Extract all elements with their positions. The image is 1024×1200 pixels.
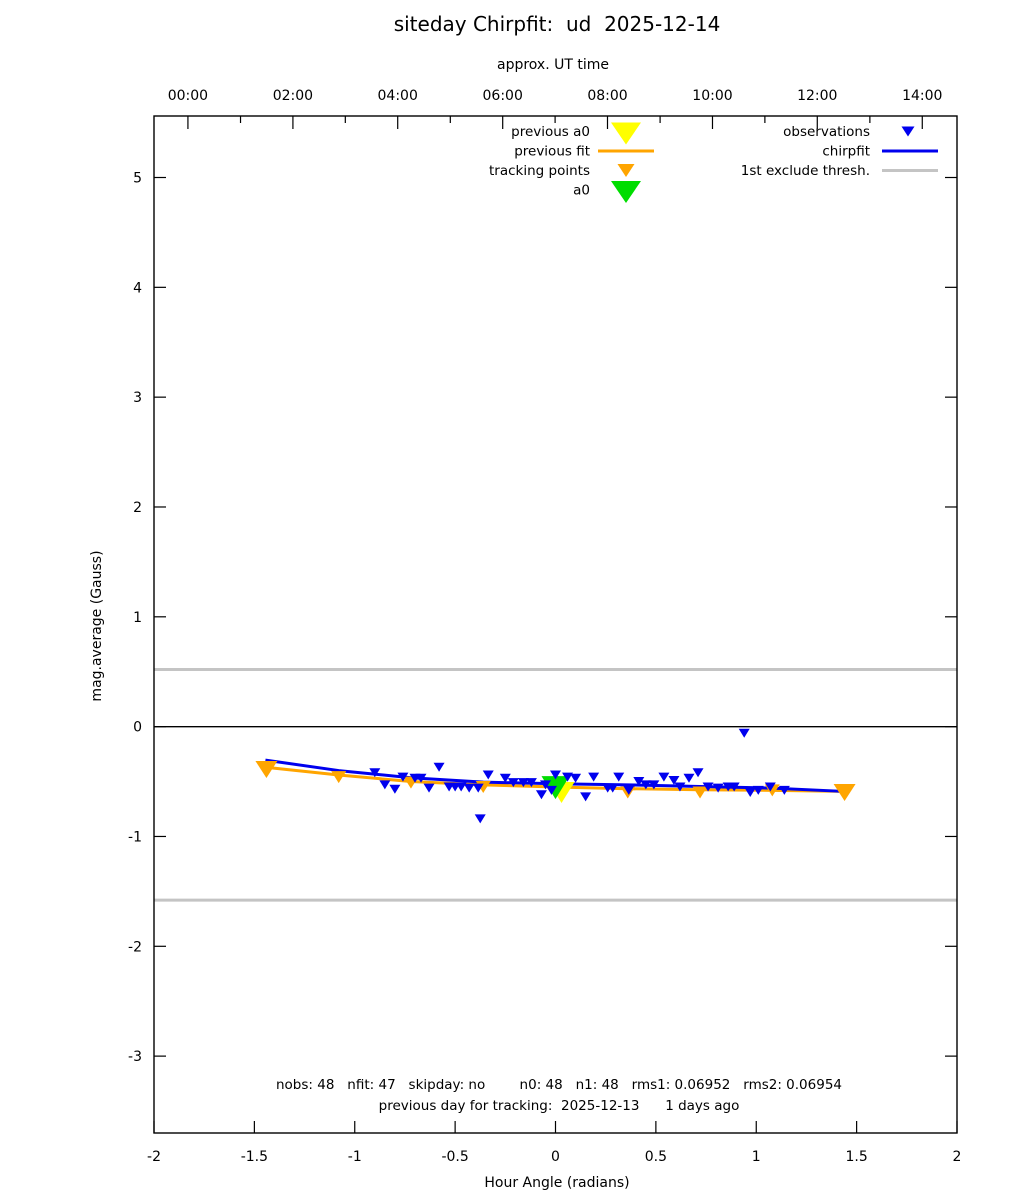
y-tick-label: 1: [133, 610, 142, 626]
x2-tick-label: 02:00: [273, 88, 313, 104]
y-tick-label: 5: [133, 171, 142, 187]
observation-point: [640, 780, 652, 790]
x-tick-label: 1: [752, 1149, 761, 1165]
x2-tick-label: 06:00: [483, 88, 523, 104]
observation-point: [472, 783, 484, 793]
observation-point: [379, 780, 391, 790]
stats-line-1: nobs: 48 nfit: 47 skipday: no n0: 48 n1:…: [275, 1077, 843, 1093]
x-tick-label: 2: [953, 1149, 962, 1165]
observation-point: [535, 790, 547, 800]
x-tick-label: -0.5: [441, 1149, 468, 1165]
observation-point: [423, 783, 435, 793]
y-tick-label: 2: [133, 500, 142, 516]
observation-point: [658, 772, 670, 782]
observation-point: [415, 773, 427, 783]
observation-point: [474, 814, 486, 824]
legend-tracking-points-label: tracking points: [489, 163, 590, 179]
x2-tick-label: 08:00: [587, 88, 627, 104]
observation-point: [674, 782, 686, 792]
observation-point: [712, 783, 724, 793]
tracking-point: [833, 784, 856, 802]
legend-chirpfit-label: chirpfit: [822, 144, 870, 160]
x2-tick-label: 14:00: [902, 88, 942, 104]
tracking-point: [692, 786, 708, 799]
observation-point: [545, 785, 557, 795]
x-axis-label: Hour Angle (radians): [484, 1175, 630, 1191]
observation-point: [588, 772, 600, 782]
observation-point: [397, 772, 409, 782]
legend-observations-label: observations: [783, 124, 870, 140]
observation-point: [692, 768, 704, 778]
legend-a0-key: [611, 181, 641, 203]
observation-point: [613, 772, 625, 782]
observation-point: [683, 773, 695, 783]
x2-tick-label: 00:00: [168, 88, 208, 104]
x2-tick-label: 10:00: [692, 88, 732, 104]
y-tick-label: -3: [128, 1049, 142, 1065]
observation-point: [517, 778, 529, 788]
y-tick-label: 3: [133, 390, 142, 406]
x2-tick-label: 12:00: [797, 88, 837, 104]
legend-previous-a0-label: previous a0: [511, 124, 590, 140]
observation-point: [525, 778, 537, 788]
observation-point: [778, 785, 790, 795]
observation-point: [455, 782, 467, 792]
observation-point: [507, 778, 519, 788]
page-title: siteday Chirpfit: ud 2025-12-14: [393, 12, 721, 36]
observation-point: [607, 783, 619, 793]
x-tick-label: 0.5: [645, 1149, 667, 1165]
observation-point: [482, 770, 494, 780]
observation-point: [648, 780, 660, 790]
y-axis-label: mag.average (Gauss): [89, 550, 105, 702]
tracking-point: [331, 771, 347, 784]
observation-point: [738, 728, 750, 738]
x-tick-label: -1: [348, 1149, 362, 1165]
observation-point: [633, 777, 645, 787]
observation-point: [702, 782, 714, 792]
observation-point: [562, 772, 574, 782]
y-tick-label: 0: [133, 720, 142, 736]
x-tick-label: -2: [147, 1149, 161, 1165]
tracking-point: [255, 760, 278, 778]
observation-point: [550, 770, 561, 780]
top-axis-label: approx. UT time: [497, 57, 609, 73]
y-tick-label: -2: [128, 939, 142, 955]
observation-point: [463, 783, 475, 793]
x-tick-label: -1.5: [241, 1149, 268, 1165]
stats-line-2: previous day for tracking: 2025-12-13 1 …: [378, 1098, 740, 1114]
plot-border: [153, 115, 958, 1134]
y-tick-label: -1: [128, 829, 142, 845]
observation-point: [744, 788, 756, 798]
observation-point: [433, 762, 445, 772]
observation-point: [752, 785, 764, 795]
x2-tick-label: 04:00: [378, 88, 418, 104]
observation-point: [570, 773, 582, 783]
legend-previous-a0-key: [611, 122, 641, 145]
observation-point: [668, 775, 680, 785]
legend-tracking-points-key: [617, 164, 635, 177]
x-tick-label: 0: [551, 1149, 560, 1165]
observation-point: [499, 773, 511, 783]
legend-observations-key: [901, 126, 915, 137]
y-tick-label: 4: [133, 280, 142, 296]
observation-point: [539, 780, 551, 790]
observation-point: [764, 782, 776, 792]
observation-point: [389, 784, 401, 794]
legend-previous-fit-label: previous fit: [514, 144, 590, 160]
x-tick-label: 1.5: [845, 1149, 867, 1165]
observation-point: [728, 782, 740, 792]
observation-point: [369, 768, 381, 778]
observation-point: [580, 792, 592, 802]
observation-point: [623, 785, 635, 795]
legend-1st-exclude-thresh--label: 1st exclude thresh.: [741, 163, 870, 179]
legend-a0-label: a0: [573, 183, 590, 199]
